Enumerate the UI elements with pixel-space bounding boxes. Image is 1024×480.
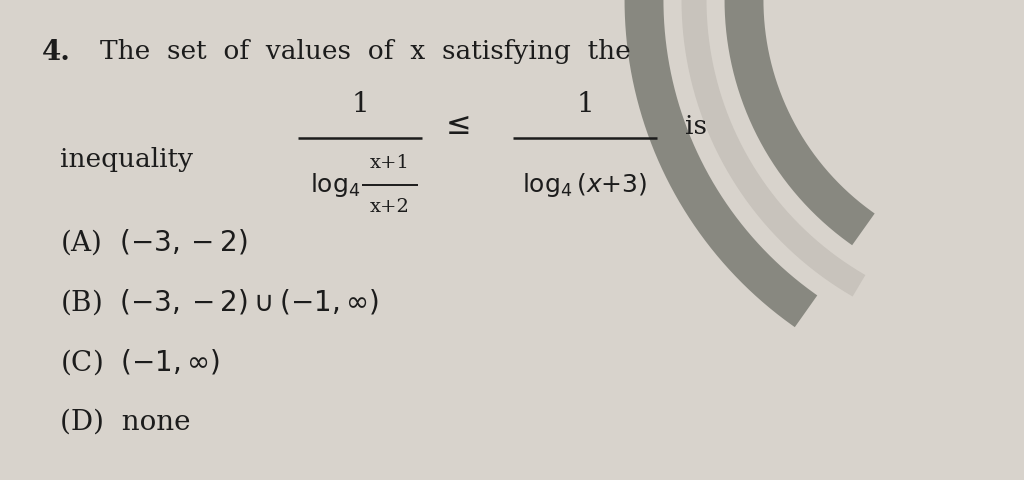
Text: (D)  none: (D) none	[60, 408, 190, 435]
Text: x+2: x+2	[370, 198, 410, 216]
Text: 1: 1	[351, 92, 369, 119]
Text: $\mathrm{log}_4\,(x{+}3)$: $\mathrm{log}_4\,(x{+}3)$	[522, 171, 647, 199]
Text: The  set  of  values  of  x  satisfying  the: The set of values of x satisfying the	[100, 39, 631, 64]
Text: 1: 1	[577, 92, 594, 119]
Text: (B)  $(-3, -2) \cup (-1, \infty)$: (B) $(-3, -2) \cup (-1, \infty)$	[60, 287, 379, 317]
Text: 4.: 4.	[42, 38, 71, 65]
Text: $\mathrm{log}_4$: $\mathrm{log}_4$	[310, 171, 360, 199]
Text: $\leq$: $\leq$	[440, 110, 470, 142]
Text: (C)  $(-1, \infty)$: (C) $(-1, \infty)$	[60, 347, 220, 377]
Text: inequality: inequality	[60, 147, 193, 172]
Text: (A)  $(-3, -2)$: (A) $(-3, -2)$	[60, 227, 248, 257]
Text: is: is	[685, 113, 707, 139]
Text: x+1: x+1	[370, 154, 410, 172]
